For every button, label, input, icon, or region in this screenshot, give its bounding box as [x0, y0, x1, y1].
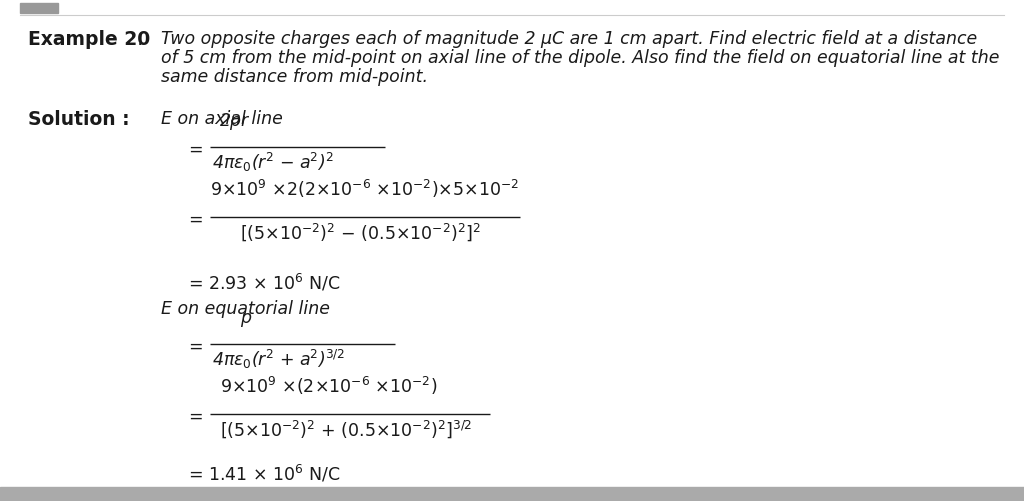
Text: E on axial line: E on axial line: [161, 110, 283, 128]
Text: Two opposite charges each of magnitude 2 μC are 1 cm apart. Find electric field : Two opposite charges each of magnitude 2…: [161, 30, 977, 48]
Text: p: p: [240, 309, 251, 326]
Text: E on equatorial line: E on equatorial line: [161, 300, 330, 317]
Text: 9$\times$10$^9$ $\times$(2$\times$10$^{-6}$ $\times$10$^{-2}$): 9$\times$10$^9$ $\times$(2$\times$10$^{-…: [220, 374, 437, 396]
Text: = 1.41 $\times$ 10$^6$ N/C: = 1.41 $\times$ 10$^6$ N/C: [188, 462, 340, 483]
Text: 2pr: 2pr: [220, 112, 249, 130]
Text: =: =: [188, 407, 203, 425]
Text: = 2.93 $\times$ 10$^6$ N/C: = 2.93 $\times$ 10$^6$ N/C: [188, 272, 340, 293]
Text: [(5$\times$10$^{-2}$)$^2$ $-$ (0.5$\times$10$^{-2}$)$^2$]$^2$: [(5$\times$10$^{-2}$)$^2$ $-$ (0.5$\time…: [240, 220, 481, 242]
Bar: [20, 4, 58, 14]
Text: 4$\pi\epsilon_0$(r$^2$ $-$ a$^2$)$^2$: 4$\pi\epsilon_0$(r$^2$ $-$ a$^2$)$^2$: [212, 151, 334, 174]
Bar: [0, 487, 1024, 501]
Text: Example 20: Example 20: [28, 30, 151, 49]
Text: =: =: [188, 337, 203, 355]
Text: 4$\pi\epsilon_0$(r$^2$ + a$^2$)$^{3/2}$: 4$\pi\epsilon_0$(r$^2$ + a$^2$)$^{3/2}$: [212, 347, 345, 370]
Text: Solution :: Solution :: [28, 110, 130, 129]
Text: of 5 cm from the mid-point on axial line of the dipole. Also find the field on e: of 5 cm from the mid-point on axial line…: [161, 49, 999, 67]
Text: same distance from mid-point.: same distance from mid-point.: [161, 68, 428, 86]
Text: 9$\times$10$^9$ $\times$2(2$\times$10$^{-6}$ $\times$10$^{-2}$)$\times$5$\times$: 9$\times$10$^9$ $\times$2(2$\times$10$^{…: [210, 177, 519, 199]
Text: [(5$\times$10$^{-2}$)$^2$ + (0.5$\times$10$^{-2}$)$^2$]$^{3/2}$: [(5$\times$10$^{-2}$)$^2$ + (0.5$\times$…: [220, 417, 472, 439]
Text: :: :: [131, 30, 150, 49]
Text: =: =: [188, 210, 203, 228]
Text: =: =: [188, 141, 203, 159]
